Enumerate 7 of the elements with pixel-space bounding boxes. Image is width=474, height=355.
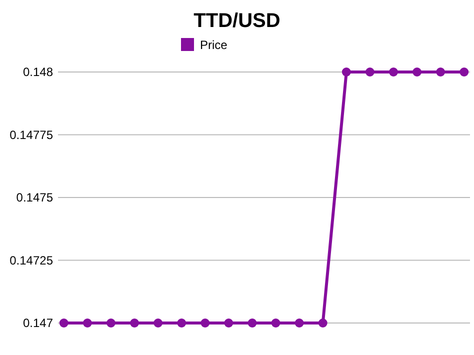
y-tick-label: 0.14725 [10,253,54,268]
legend-label: Price [200,38,228,52]
y-tick-label: 0.1475 [16,190,54,205]
y-tick-label: 0.148 [22,65,54,80]
y-tick-label: 0.147 [22,316,54,330]
chart-title: TTD/USD [194,10,280,32]
y-tick-label: 0.14775 [10,128,54,142]
